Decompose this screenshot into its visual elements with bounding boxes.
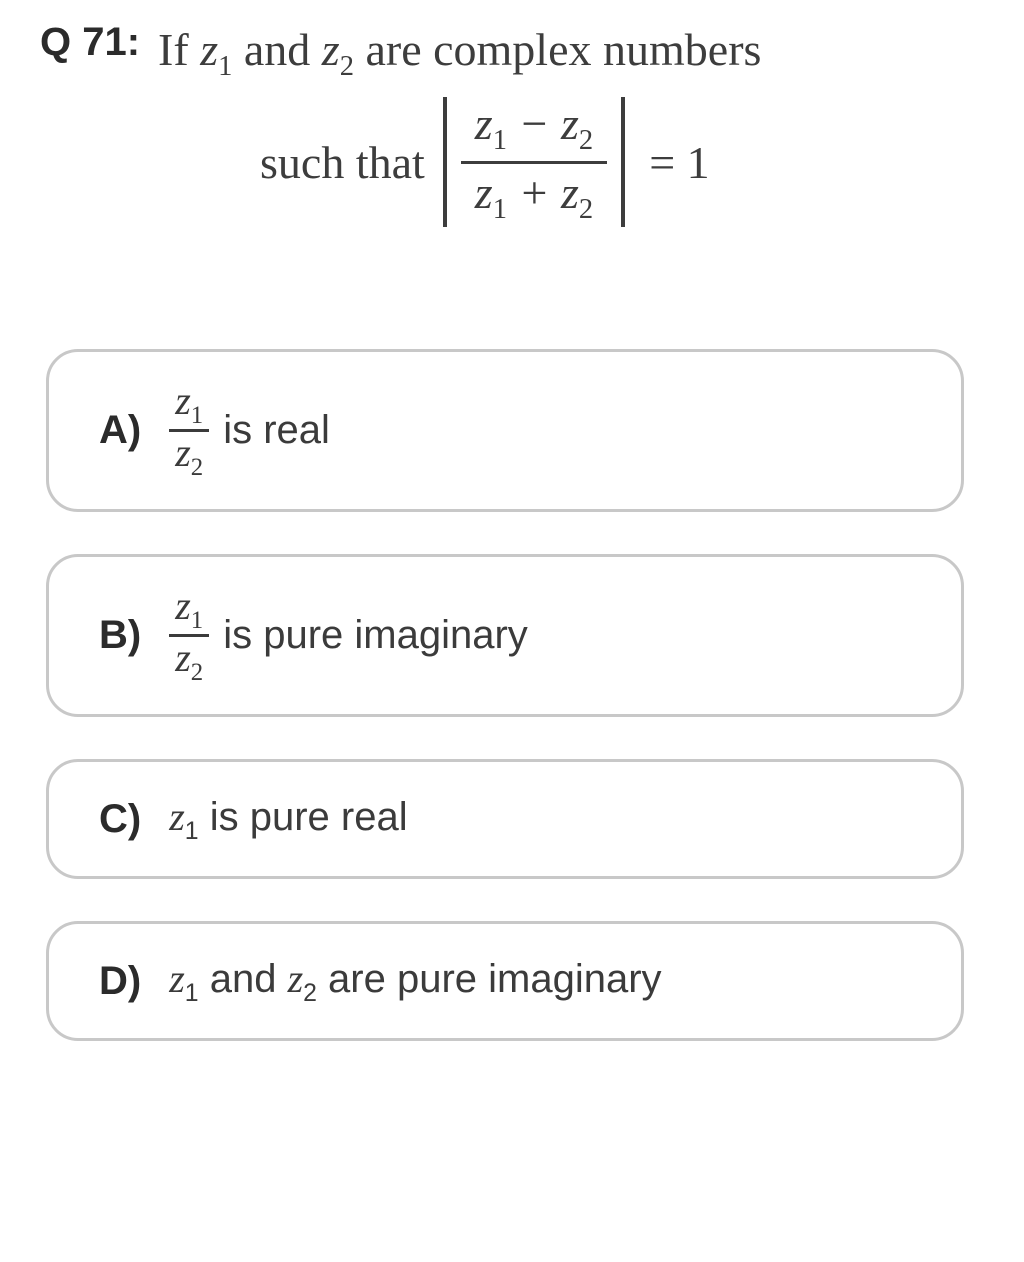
equals-one: = 1 <box>649 136 709 189</box>
frac-num: z1 <box>169 380 209 429</box>
frac-den: z2 <box>169 432 209 481</box>
question-label: Q 71: <box>40 20 140 65</box>
option-tail: is real <box>223 408 330 453</box>
frac-num: z1 <box>169 585 209 634</box>
question-text-line1: If z1 and z2 are complex numbers <box>158 20 761 85</box>
option-letter: D) <box>99 959 141 1004</box>
option-tail: is pure imaginary <box>223 613 528 658</box>
fraction-numerator: z1 − z2 <box>461 95 607 161</box>
option-body: z1 z2 is real <box>169 380 330 481</box>
option-fraction: z1 z2 <box>169 585 209 686</box>
option-a[interactable]: A) z1 z2 is real <box>46 349 964 512</box>
such-that-text: such that <box>260 136 425 189</box>
option-body: z1 is pure real <box>169 793 407 846</box>
options-list: A) z1 z2 is real B) z1 z2 is pure imagin… <box>40 349 984 1041</box>
question-text-line2: such that z1 − z2 z1 + z2 = 1 <box>260 95 984 229</box>
main-fraction: z1 − z2 z1 + z2 <box>461 95 607 229</box>
option-letter: A) <box>99 408 141 453</box>
option-plain: z1 and z2 are pure imaginary <box>169 955 661 1008</box>
option-fraction: z1 z2 <box>169 380 209 481</box>
option-b[interactable]: B) z1 z2 is pure imaginary <box>46 554 964 717</box>
option-letter: C) <box>99 797 141 842</box>
absolute-value: z1 − z2 z1 + z2 <box>433 95 635 229</box>
abs-bar-right <box>621 97 625 227</box>
fraction-denominator: z1 + z2 <box>461 164 607 230</box>
option-plain: z1 is pure real <box>169 793 407 846</box>
option-c[interactable]: C) z1 is pure real <box>46 759 964 879</box>
option-letter: B) <box>99 613 141 658</box>
option-body: z1 z2 is pure imaginary <box>169 585 528 686</box>
option-d[interactable]: D) z1 and z2 are pure imaginary <box>46 921 964 1041</box>
option-body: z1 and z2 are pure imaginary <box>169 955 661 1008</box>
question-page: Q 71: If z1 and z2 are complex numbers s… <box>0 0 1024 1123</box>
abs-bar-left <box>443 97 447 227</box>
frac-den: z2 <box>169 637 209 686</box>
question-header: Q 71: If z1 and z2 are complex numbers <box>40 20 984 85</box>
